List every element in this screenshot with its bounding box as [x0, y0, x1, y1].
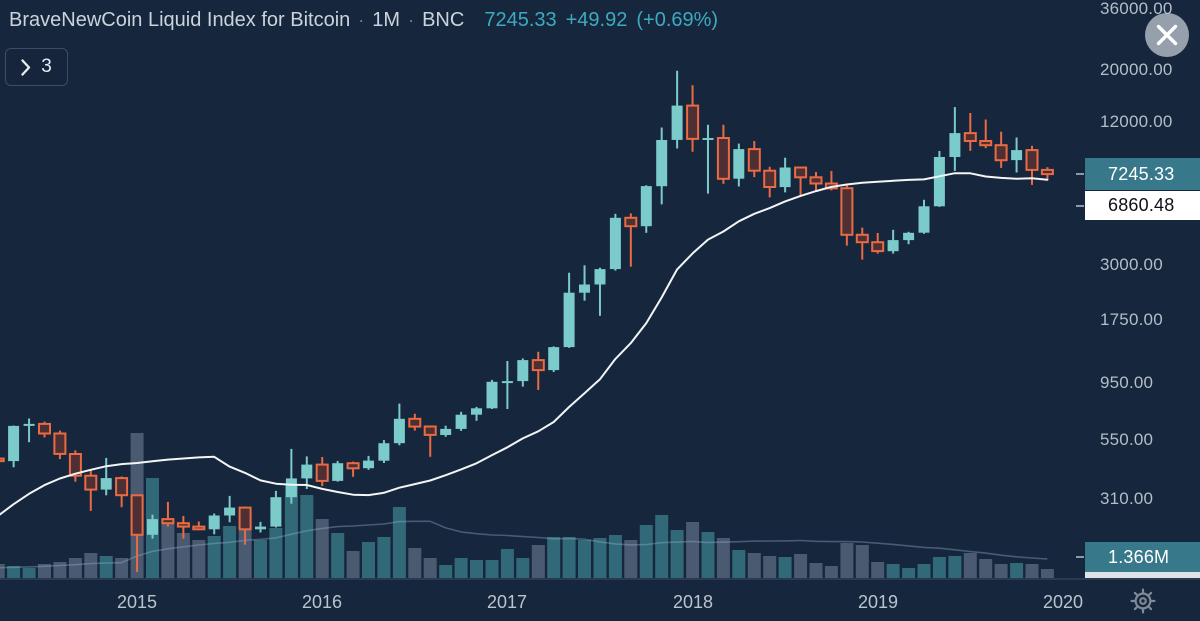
chevron-right-icon: [21, 58, 31, 76]
price-change-text: +49.92: [565, 8, 628, 31]
settings-gear-icon[interactable]: [1129, 587, 1157, 615]
price-axis-label: 550.00: [1100, 430, 1154, 449]
price-axis-label: 310.00: [1100, 489, 1154, 508]
ma-value-badge: 6860.48: [1085, 191, 1200, 220]
price-axis-label: 3000.00: [1100, 255, 1163, 274]
close-icon: [1156, 24, 1178, 46]
price-axis-label: 1750.00: [1100, 310, 1163, 329]
volume-axis-strip: [1085, 572, 1200, 578]
ma-axis-tick: [1076, 205, 1084, 207]
time-axis-label: 2018: [672, 592, 714, 612]
chart-header: BraveNewCoin Liquid Index for Bitcoin · …: [9, 6, 718, 34]
time-axis-label: 2015: [116, 592, 158, 612]
price-axis-label: 12000.00: [1100, 112, 1173, 131]
separator-dot: ·: [408, 9, 415, 30]
interval-label[interactable]: 1M: [372, 8, 401, 31]
time-axis-label: 2016: [301, 592, 343, 612]
symbol-code[interactable]: BNC: [422, 8, 465, 31]
price-axis-tick: [1076, 173, 1084, 175]
symbol-title: BraveNewCoin Liquid Index for Bitcoin: [9, 8, 351, 31]
volume-badge: 1.366M: [1085, 542, 1200, 572]
price-axis-label: 36000.00: [1100, 0, 1173, 18]
last-price-text: 7245.33: [484, 8, 557, 31]
price-change-percent-text: (+0.69%): [636, 8, 719, 31]
price-axis-label: 20000.00: [1100, 60, 1173, 79]
close-button[interactable]: [1145, 13, 1189, 57]
volume-badge-value: 1.366M: [1108, 546, 1170, 567]
price-axis-label: 950.00: [1100, 373, 1154, 392]
last-price-badge: 7245.33: [1085, 158, 1200, 190]
expand-objects-button[interactable]: 3: [5, 48, 68, 86]
time-axis-label: 2019: [857, 592, 899, 612]
price-readout: 7245.33 +49.92 (+0.69%): [484, 9, 718, 32]
separator-dot: ·: [358, 9, 365, 30]
last-price-badge-value: 7245.33: [1108, 163, 1175, 184]
objects-count: 3: [41, 56, 52, 77]
volume-axis-tick: [1076, 556, 1084, 558]
gear-glyph: [1130, 588, 1156, 614]
ma-badge-value: 6860.48: [1108, 195, 1175, 215]
time-axis-label: 2020: [1042, 592, 1084, 612]
time-axis-label: 2017: [486, 592, 528, 612]
